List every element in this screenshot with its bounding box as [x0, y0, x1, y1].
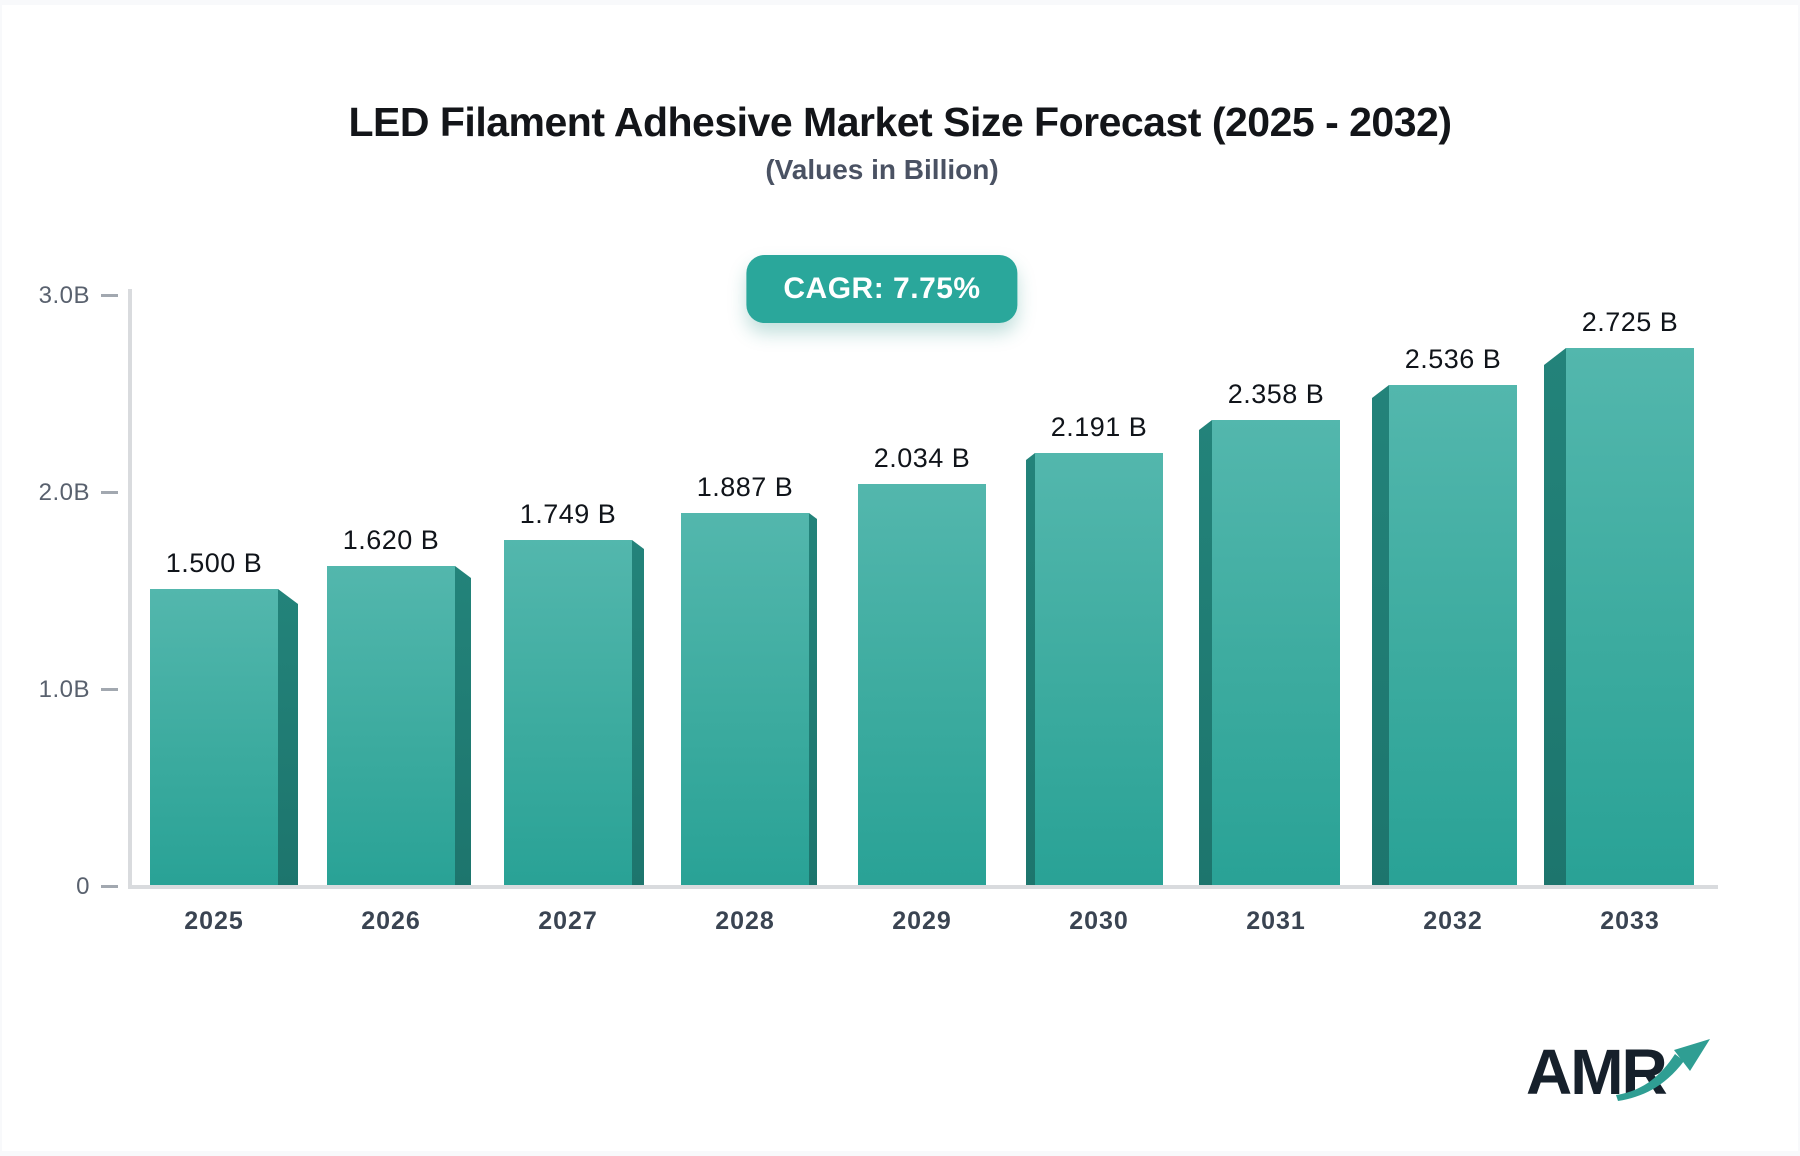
bar-value-label: 1.500 B — [165, 548, 263, 578]
x-category-label: 2025 — [184, 907, 244, 935]
bar-value-label: 2.725 B — [1581, 307, 1679, 337]
chart-subtitle: (Values in Billion) — [765, 154, 999, 185]
amr-logo-text: AMR — [1526, 1036, 1668, 1108]
x-category-label: 2026 — [361, 907, 421, 935]
y-tick-label: 3.0B — [38, 282, 90, 309]
bar-side — [632, 540, 644, 885]
growth-arrow-icon — [1616, 1039, 1710, 1101]
bar-face — [504, 540, 632, 885]
chart-title: LED Filament Adhesive Market Size Foreca… — [348, 99, 1452, 145]
bar-side — [809, 513, 817, 885]
x-axis-line — [128, 885, 1718, 889]
y-tick — [101, 491, 118, 494]
bar-value-label: 1.887 B — [696, 472, 794, 502]
y-tick — [101, 885, 118, 888]
amr-logo: AMR — [1526, 1035, 1716, 1115]
x-category-label: 2033 — [1600, 907, 1660, 935]
y-axis-line — [128, 289, 132, 889]
x-category-label: 2027 — [538, 907, 598, 935]
bar-value-label: 2.191 B — [1050, 412, 1148, 442]
x-category-label: 2031 — [1246, 907, 1306, 935]
bar-side — [455, 566, 471, 885]
bar-value-label: 2.358 B — [1227, 379, 1325, 409]
bar-face — [681, 513, 809, 885]
bar-value-label: 2.536 B — [1404, 344, 1502, 374]
y-tick — [101, 688, 118, 691]
y-tick — [101, 294, 118, 297]
bar-value-label: 1.749 B — [519, 499, 617, 529]
bar-face — [1035, 453, 1163, 885]
x-category-label: 2029 — [892, 907, 952, 935]
x-category-label: 2028 — [715, 907, 775, 935]
y-tick-label: 1.0B — [38, 676, 90, 703]
bar-side — [1199, 420, 1212, 885]
bar-side — [1544, 348, 1566, 885]
bar-side — [1026, 453, 1035, 885]
bar-face — [1566, 348, 1694, 885]
cagr-badge: CAGR: 7.75% — [746, 255, 1018, 323]
bar-face — [858, 484, 986, 885]
bar-face — [327, 566, 455, 885]
bar-value-label: 2.034 B — [873, 443, 971, 473]
y-tick-label: 2.0B — [38, 479, 90, 506]
bar-side — [278, 589, 298, 885]
x-category-label: 2030 — [1069, 907, 1129, 935]
y-tick-label: 0 — [76, 873, 90, 900]
chart-canvas: LED Filament Adhesive Market Size Foreca… — [2, 5, 1798, 1151]
bar-face — [1212, 420, 1340, 885]
bar-value-label: 1.620 B — [342, 525, 440, 555]
bar-side — [1372, 385, 1389, 885]
bar-face — [150, 589, 278, 885]
x-category-label: 2032 — [1423, 907, 1483, 935]
bar-face — [1389, 385, 1517, 885]
